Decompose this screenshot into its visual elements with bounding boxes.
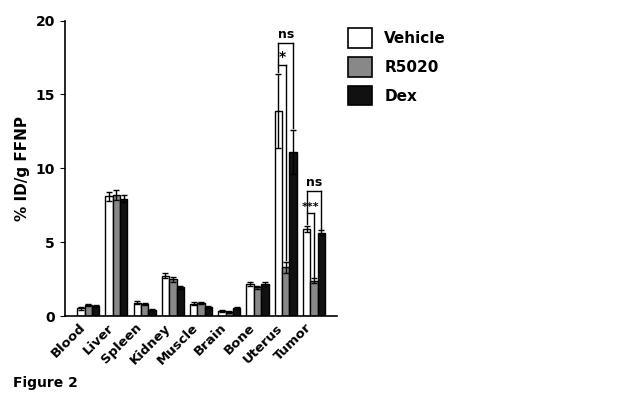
Bar [225, 312, 233, 316]
Bar [247, 284, 254, 316]
Text: ns: ns [277, 28, 294, 41]
Bar [197, 303, 205, 316]
Bar [261, 284, 269, 316]
Text: ***: *** [302, 202, 319, 212]
Text: *: * [279, 50, 285, 64]
Legend: Vehicle, R5020, Dex: Vehicle, R5020, Dex [347, 28, 446, 105]
Bar [92, 306, 99, 316]
Bar [120, 199, 128, 316]
Bar [169, 279, 177, 316]
Bar [148, 310, 156, 316]
Bar [162, 275, 169, 316]
Bar [275, 111, 282, 316]
Text: Figure 2: Figure 2 [13, 376, 78, 390]
Bar [105, 197, 113, 316]
Y-axis label: % ID/g FFNP: % ID/g FFNP [15, 116, 30, 221]
Bar [177, 288, 184, 316]
Bar [303, 229, 310, 316]
Bar [133, 303, 141, 316]
Bar [289, 152, 297, 316]
Bar [113, 195, 120, 316]
Bar [190, 304, 197, 316]
Bar [218, 311, 225, 316]
Bar [77, 308, 85, 316]
Text: ns: ns [306, 177, 322, 190]
Bar [233, 308, 240, 316]
Bar [205, 307, 212, 316]
Bar [317, 233, 325, 316]
Bar [310, 281, 317, 316]
Bar [141, 304, 148, 316]
Bar [254, 288, 261, 316]
Bar [85, 305, 92, 316]
Bar [282, 268, 289, 316]
